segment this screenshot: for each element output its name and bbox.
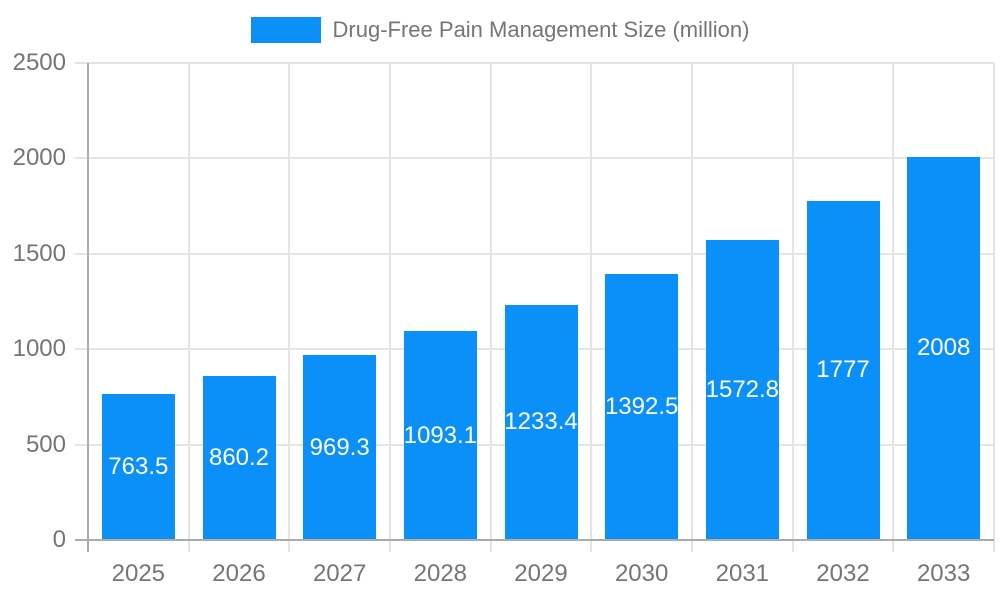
x-gridline [791, 63, 794, 552]
y-tick-label: 1000 [12, 335, 66, 363]
y-axis-line [87, 63, 89, 552]
bar[interactable] [705, 239, 779, 540]
y-tick-label: 0 [52, 526, 66, 553]
x-tick-label: 2029 [514, 560, 568, 587]
x-gridline [489, 63, 492, 552]
bar[interactable] [101, 394, 175, 540]
legend-item[interactable]: Drug-Free Pain Management Size (million) [0, 17, 1000, 43]
bar[interactable] [303, 355, 377, 540]
bar-value-label: 2008 [916, 334, 971, 362]
y-gridline [75, 252, 994, 255]
x-tick-label: 2028 [413, 560, 468, 587]
bar-value-label: 860.2 [208, 443, 270, 471]
x-gridline [288, 63, 291, 552]
bar[interactable] [907, 156, 981, 540]
y-gridline [75, 157, 994, 160]
bar-value-label: 763.5 [108, 453, 169, 481]
y-tick-label: 1500 [12, 239, 66, 267]
bar[interactable] [202, 375, 276, 540]
bar[interactable] [806, 200, 880, 540]
x-gridline [993, 63, 995, 552]
bar-value-label: 969.3 [309, 433, 370, 461]
bar-value-label: 1093.1 [403, 421, 478, 449]
bar[interactable] [504, 304, 578, 540]
legend-label: Drug-Free Pain Management Size (million) [332, 17, 750, 42]
x-tick-label: 2031 [715, 560, 770, 587]
x-tick-label: 2026 [212, 560, 266, 587]
x-axis-line [75, 539, 994, 541]
bar[interactable] [403, 331, 477, 540]
bar-value-label: 1572.8 [705, 375, 780, 403]
bar-value-label: 1777 [816, 356, 870, 384]
legend-swatch [250, 17, 321, 43]
x-gridline [691, 63, 693, 552]
x-tick-label: 2025 [111, 560, 166, 587]
x-gridline [389, 63, 391, 552]
x-gridline [590, 63, 593, 552]
x-gridline [892, 63, 895, 552]
bar-value-label: 1233.4 [504, 408, 578, 436]
x-tick-label: 2030 [614, 560, 669, 587]
x-tick-label: 2032 [816, 560, 870, 587]
y-tick-label: 2000 [12, 144, 66, 172]
y-tick-label: 500 [25, 430, 66, 458]
x-gridline [187, 63, 190, 552]
x-tick-label: 2033 [916, 560, 971, 587]
bar[interactable] [605, 274, 679, 540]
y-tick-label: 2500 [12, 49, 66, 76]
bar-value-label: 1392.5 [604, 393, 679, 421]
x-tick-label: 2027 [312, 560, 367, 587]
y-gridline [75, 62, 994, 64]
